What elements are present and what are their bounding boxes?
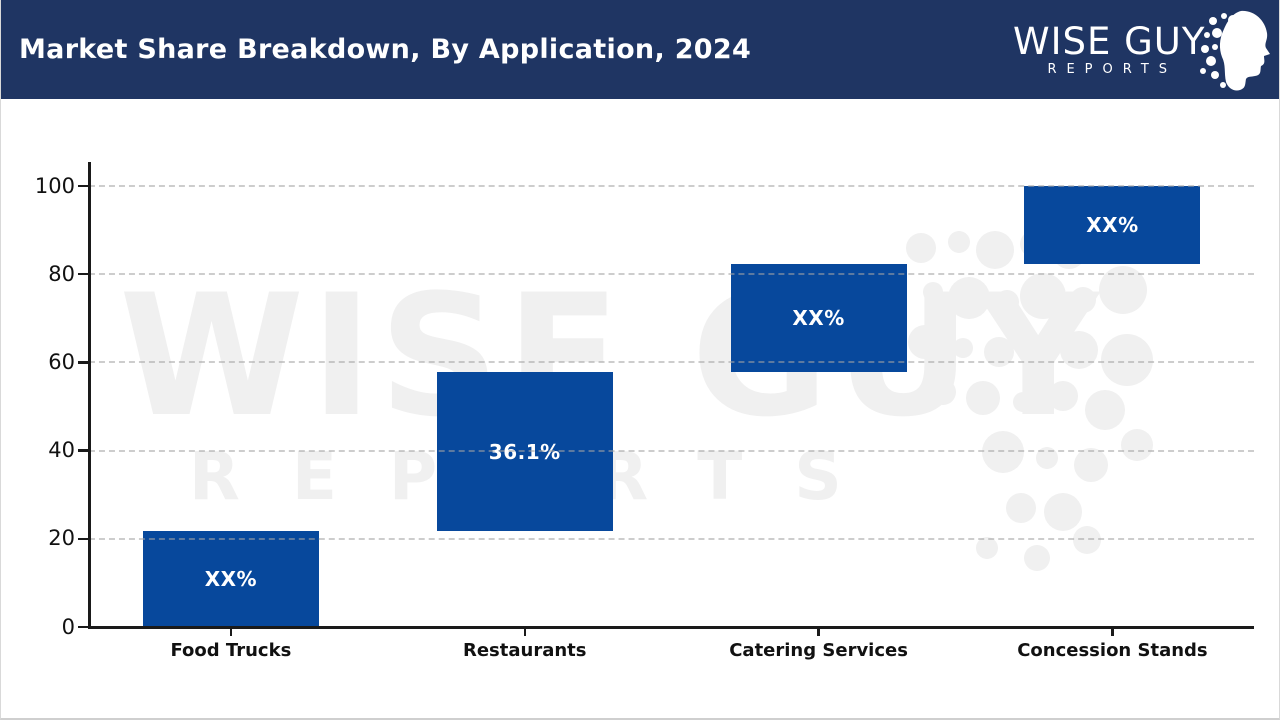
y-tick	[78, 625, 88, 629]
logo-name: WISE GUY	[1013, 19, 1206, 63]
gridline	[89, 361, 1254, 364]
bar-concession-stands: XX%	[1024, 186, 1201, 265]
bar-food-trucks: XX%	[142, 531, 319, 627]
x-tick	[523, 627, 526, 636]
bar-restaurants: 36.1%	[436, 372, 613, 532]
y-tick	[78, 361, 88, 364]
header-bar: Market Share Breakdown, By Application, …	[1, 0, 1279, 99]
logo-tagline: REPORTS	[1047, 62, 1178, 78]
x-tick	[817, 627, 820, 636]
y-tick-label: 80	[48, 261, 75, 286]
x-category-label: Concession Stands	[1017, 640, 1208, 661]
x-tick	[1111, 627, 1114, 636]
y-axis-line	[88, 162, 91, 629]
y-tick	[78, 184, 88, 188]
logo-head-icon	[1200, 10, 1271, 91]
bar-value-label: 36.1%	[488, 439, 561, 464]
y-tick	[78, 449, 88, 452]
y-tick	[78, 272, 88, 276]
x-tick	[229, 627, 233, 636]
bar-value-label: XX%	[1086, 213, 1139, 238]
y-tick-label: 0	[61, 614, 75, 639]
gridline	[89, 449, 1254, 452]
gridline	[89, 537, 1254, 540]
page-title: Market Share Breakdown, By Application, …	[19, 34, 752, 65]
gridline	[89, 185, 1254, 187]
x-category-label: Food Trucks	[170, 640, 292, 661]
y-tick-label: 20	[48, 526, 75, 551]
bar-catering-services: XX%	[730, 264, 907, 373]
y-tick-label: 100	[34, 173, 75, 198]
x-axis-line	[88, 626, 1254, 629]
x-category-label: Catering Services	[729, 640, 908, 661]
x-category-label: Restaurants	[462, 640, 587, 661]
bar-value-label: XX%	[792, 306, 845, 331]
bar-value-label: XX%	[204, 567, 258, 592]
y-tick-label: 60	[48, 349, 75, 374]
y-tick-label: 40	[48, 438, 75, 463]
wise-guy-logo: WISE GUY REPORTS	[1013, 5, 1271, 95]
logo-text: WISE GUY REPORTS	[1013, 19, 1206, 78]
gridline	[89, 273, 1254, 276]
y-tick	[78, 537, 88, 541]
